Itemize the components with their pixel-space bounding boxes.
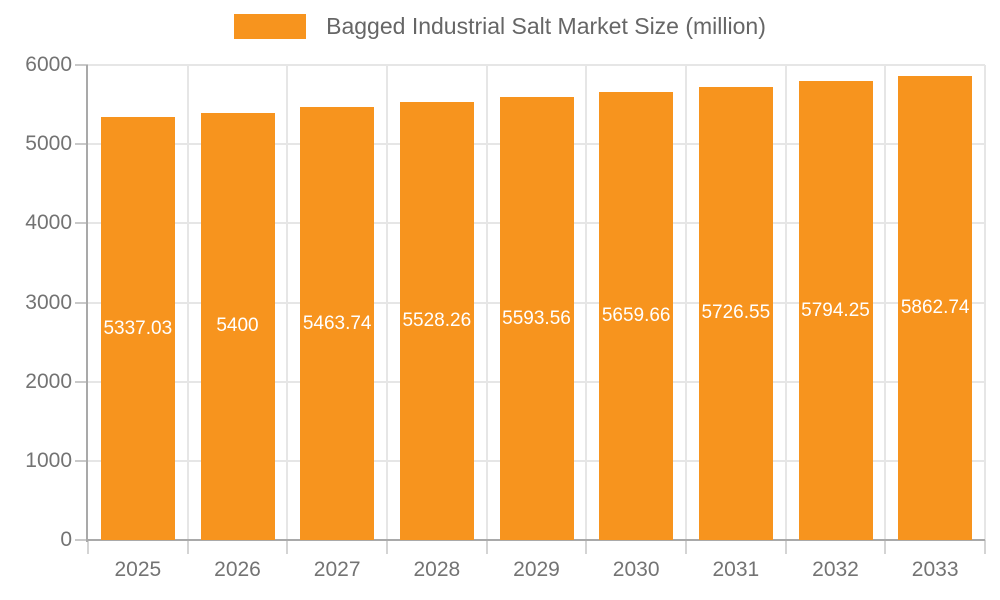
bar-2027[interactable] <box>300 107 375 540</box>
y-axis-tick <box>75 64 88 66</box>
x-axis-tick <box>685 540 687 554</box>
gridline-vertical <box>685 65 687 540</box>
bar-value-label: 5400 <box>216 315 259 337</box>
x-axis-tick <box>485 540 488 554</box>
x-axis-line <box>86 539 985 541</box>
bar-2030[interactable] <box>599 91 674 540</box>
bar-2032[interactable] <box>798 81 873 540</box>
x-axis-label: 2030 <box>612 558 660 581</box>
y-axis-label: 0 <box>60 528 72 551</box>
gridline-vertical <box>984 65 986 540</box>
x-axis-tick <box>386 540 388 554</box>
x-axis-label: 2031 <box>712 558 760 581</box>
gridline-vertical <box>386 65 388 540</box>
bar-value-label: 5659.66 <box>601 304 671 326</box>
bar-value-label: 5593.56 <box>502 307 571 329</box>
bar-value-label: 5794.25 <box>801 299 870 321</box>
bar-value-label: 5862.74 <box>900 296 970 318</box>
gridline-vertical <box>784 65 787 540</box>
x-axis-tick <box>87 540 89 554</box>
x-axis-tick <box>884 540 887 554</box>
y-axis-label: 5000 <box>25 132 72 156</box>
y-axis-tick <box>75 380 88 383</box>
y-axis-label: 2000 <box>25 369 72 393</box>
x-axis-label: 2032 <box>812 558 859 581</box>
y-axis-tick <box>75 222 88 225</box>
y-axis-tick <box>75 143 88 146</box>
bar-2028[interactable] <box>399 102 474 540</box>
bar-2026[interactable] <box>200 112 275 540</box>
x-axis-tick <box>984 540 986 554</box>
bar-2033[interactable] <box>898 75 973 540</box>
x-axis-label: 2033 <box>911 558 959 581</box>
legend-label: Bagged Industrial Salt Market Size (mill… <box>326 13 766 39</box>
y-axis-line <box>86 65 88 542</box>
y-axis-label: 3000 <box>25 290 72 314</box>
bar-2025[interactable] <box>100 117 175 540</box>
bar-value-label: 5528.26 <box>402 310 472 332</box>
bar-value-label: 5337.03 <box>103 317 173 339</box>
y-axis-tick <box>75 539 88 541</box>
x-axis-tick <box>186 540 189 554</box>
gridline-vertical <box>884 65 887 540</box>
x-axis-tick <box>784 540 787 554</box>
legend[interactable]: Bagged Industrial Salt Market Size (mill… <box>0 13 1000 40</box>
x-axis-tick <box>585 540 588 554</box>
bar-value-label: 5463.74 <box>302 312 372 334</box>
y-axis-label: 4000 <box>25 211 72 235</box>
gridline-horizontal <box>88 64 985 66</box>
y-axis-label: 1000 <box>25 448 72 472</box>
bar-2029[interactable] <box>499 97 574 540</box>
x-axis-label: 2027 <box>313 558 361 581</box>
bar-2031[interactable] <box>698 86 773 540</box>
gridline-vertical <box>585 65 588 540</box>
x-axis-label: 2026 <box>214 558 261 581</box>
legend-swatch <box>234 14 307 39</box>
y-axis-tick <box>75 459 88 462</box>
gridline-vertical <box>186 65 189 540</box>
gridline-vertical <box>485 65 488 540</box>
x-axis-label: 2025 <box>114 558 162 581</box>
x-axis-label: 2029 <box>513 558 560 581</box>
y-axis-tick <box>75 301 88 304</box>
bar-value-label: 5726.55 <box>701 302 771 324</box>
gridline-vertical <box>286 65 289 540</box>
y-axis-label: 6000 <box>25 53 72 76</box>
x-axis-label: 2028 <box>413 558 461 581</box>
x-axis-tick <box>286 540 289 554</box>
